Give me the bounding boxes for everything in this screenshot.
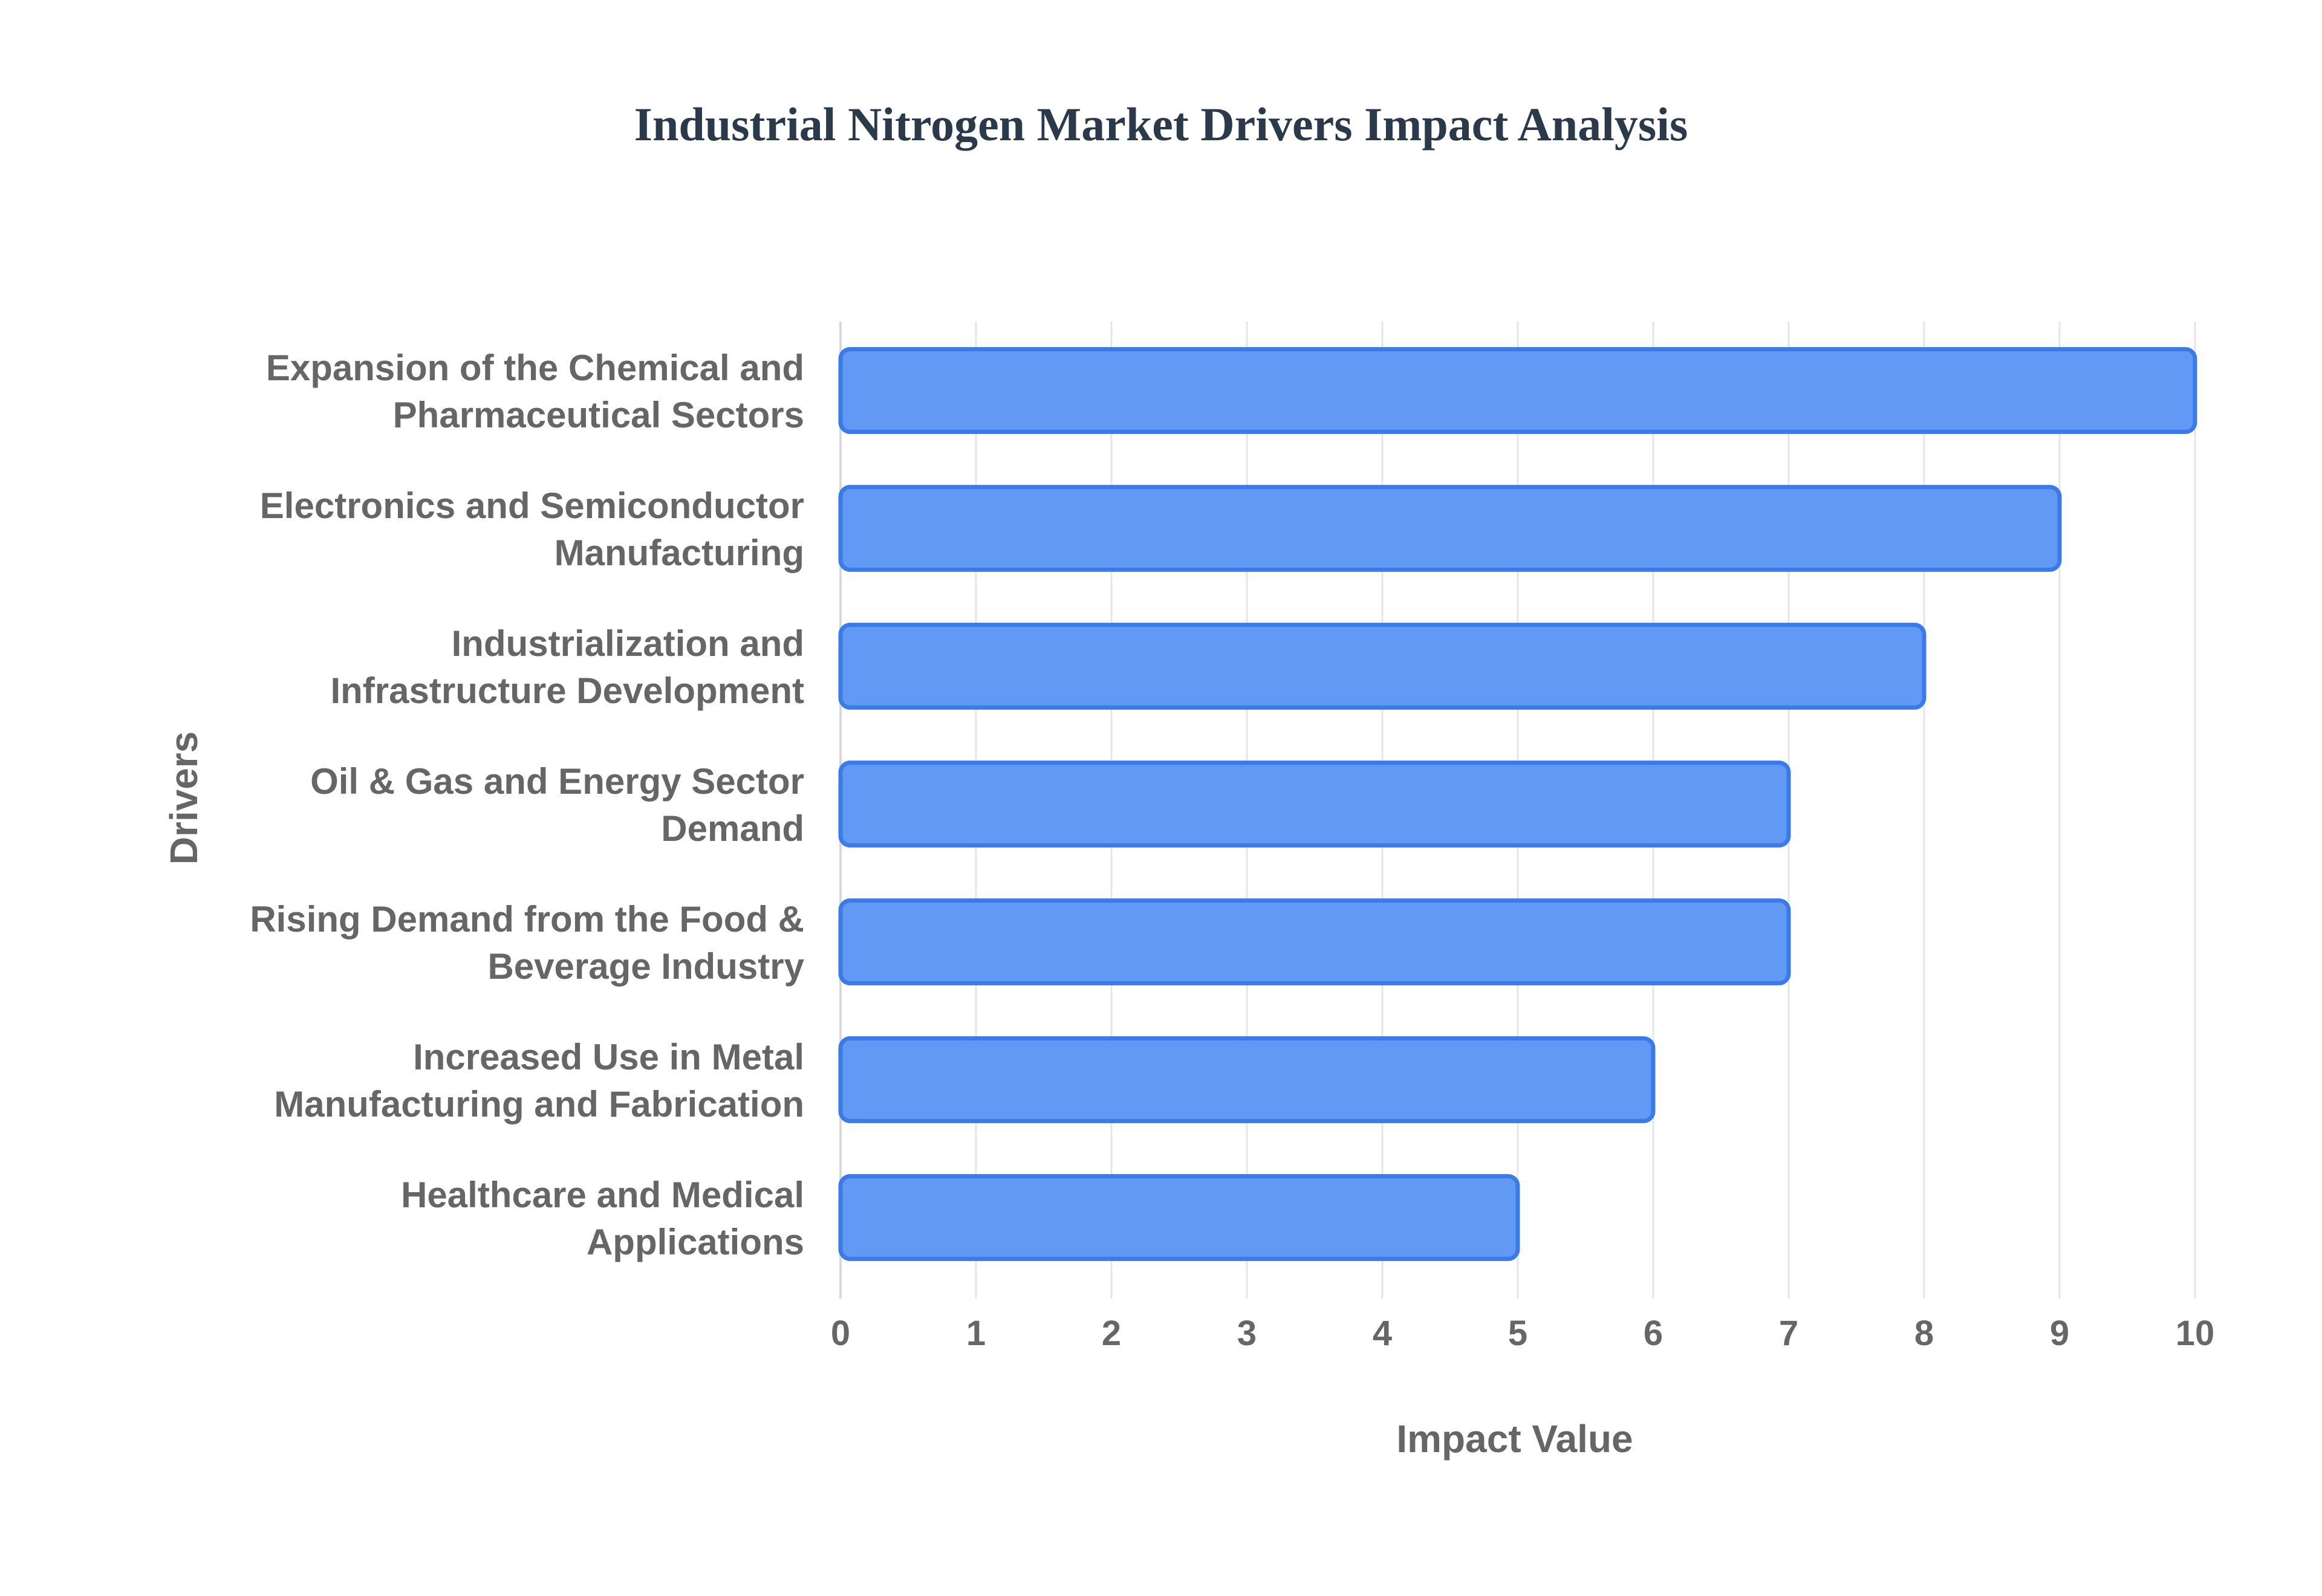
bar-6[interactable]	[838, 1036, 1656, 1123]
category-label: Expansion of the Chemical and	[266, 348, 804, 388]
y-axis-label: Drivers	[162, 731, 206, 865]
x-axis-ticks: 0 1 2 3 4 5 6 7 8 9 10	[831, 1314, 2214, 1353]
category-label: Healthcare and Medical	[401, 1175, 804, 1215]
bar-7[interactable]	[838, 1174, 1520, 1261]
category-label: Electronics and Semiconductor	[260, 485, 804, 526]
category-labels: Expansion of the Chemical and Pharmaceuti…	[250, 348, 804, 1262]
category-label: Rising Demand from the Food &	[250, 899, 804, 939]
category-label: Infrastructure Development	[330, 670, 804, 711]
category-label: Applications	[587, 1222, 804, 1262]
x-axis-label: Impact Value	[1396, 1417, 1633, 1461]
x-tick-label: 8	[1914, 1314, 1934, 1353]
category-label: Manufacturing and Fabrication	[274, 1084, 804, 1124]
bar-2[interactable]	[838, 485, 2062, 572]
category-label: Oil & Gas and Energy Sector	[310, 761, 804, 802]
x-tick-label: 7	[1779, 1314, 1798, 1353]
x-tick-label: 0	[831, 1314, 850, 1353]
x-tick-label: 1	[966, 1314, 986, 1353]
x-tick-label: 2	[1102, 1314, 1121, 1353]
category-label: Beverage Industry	[487, 946, 804, 987]
category-label: Industrialization and	[452, 623, 804, 664]
category-label: Demand	[661, 808, 804, 849]
x-tick-label: 3	[1237, 1314, 1257, 1353]
category-label: Increased Use in Metal	[413, 1037, 804, 1077]
x-tick-label: 10	[2176, 1314, 2215, 1353]
x-tick-label: 4	[1373, 1314, 1392, 1353]
chart-title: Industrial Nitrogen Market Drivers Impac…	[634, 98, 1688, 151]
bar-1[interactable]	[838, 347, 2197, 434]
bars	[838, 347, 2197, 1261]
category-label: Manufacturing	[554, 533, 804, 573]
bar-4[interactable]	[838, 761, 1791, 848]
bar-5[interactable]	[838, 898, 1791, 985]
category-label: Pharmaceutical Sectors	[393, 395, 804, 435]
bar-3[interactable]	[838, 623, 1927, 710]
x-tick-label: 6	[1644, 1314, 1663, 1353]
x-tick-label: 5	[1508, 1314, 1527, 1353]
x-tick-label: 9	[2050, 1314, 2069, 1353]
